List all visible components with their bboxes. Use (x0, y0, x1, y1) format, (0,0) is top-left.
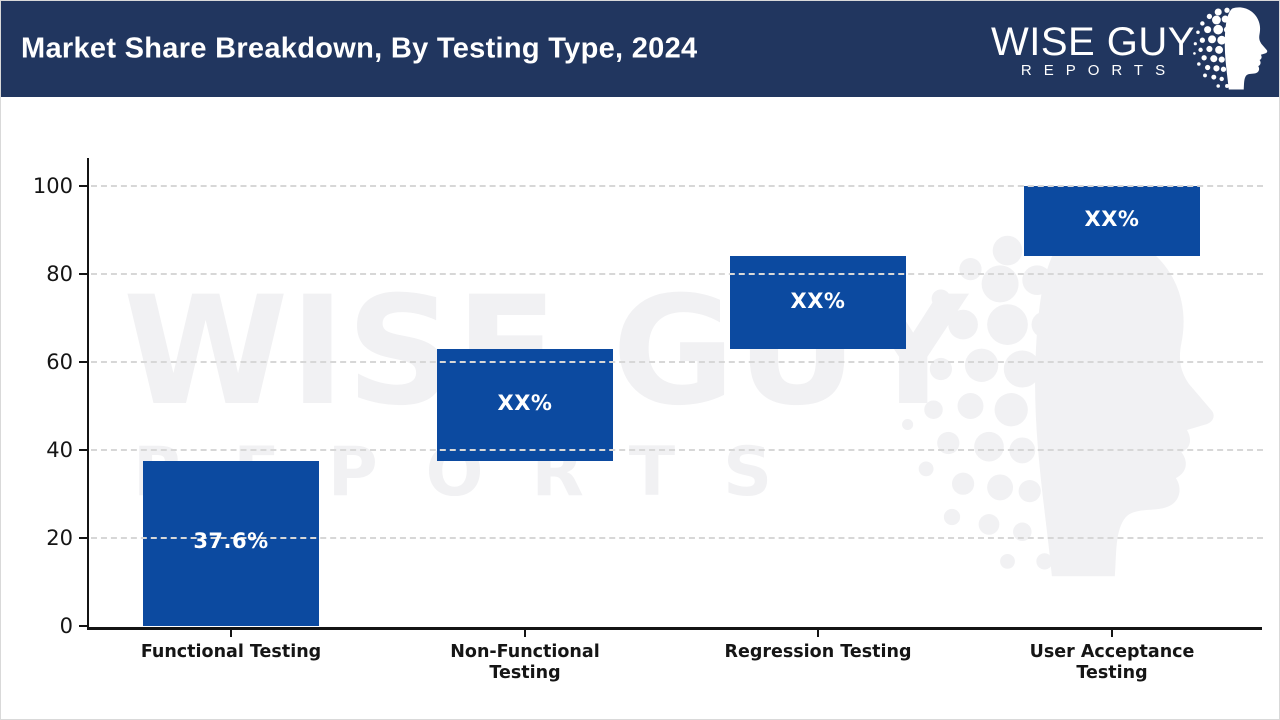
y-tick-mark (79, 273, 87, 275)
y-tick-label: 60 (46, 350, 73, 374)
y-tick-mark (79, 625, 87, 627)
header-bar: Market Share Breakdown, By Testing Type,… (1, 1, 1279, 97)
bar-value-label: XX% (1084, 207, 1140, 232)
x-tick-mark (230, 630, 232, 637)
chart-bar (143, 460, 319, 626)
chart-bar (730, 256, 906, 349)
y-axis-line (87, 158, 89, 629)
y-tick-label: 40 (46, 438, 73, 462)
y-tick-label: 80 (46, 262, 73, 286)
x-tick-mark (524, 630, 526, 637)
wiseguy-logo-text: WISE GUY REPORTS (991, 21, 1195, 78)
y-tick-label: 0 (59, 614, 73, 638)
bar-value-label: 37.6% (193, 529, 269, 554)
x-axis-line (87, 627, 1262, 630)
y-tick-label: 100 (32, 174, 73, 198)
y-tick-mark (79, 449, 87, 451)
logo-reports-text: REPORTS (1020, 61, 1178, 79)
y-gridline (91, 273, 1263, 275)
wiseguy-logo: WISE GUY REPORTS (991, 5, 1271, 93)
y-tick-mark (79, 361, 87, 363)
y-tick-label: 20 (46, 526, 73, 550)
y-tick-mark (79, 537, 87, 539)
x-category-label: Regression Testing (724, 642, 912, 662)
y-gridline (91, 361, 1263, 363)
x-tick-mark (817, 630, 819, 637)
y-gridline (91, 449, 1263, 451)
y-gridline (91, 537, 1263, 539)
x-category-label: Functional Testing (140, 642, 322, 662)
logo-wiseguy-text: WISE GUY (990, 19, 1195, 64)
y-gridline (91, 185, 1263, 187)
wiseguy-face-icon (1193, 7, 1268, 90)
x-tick-mark (1111, 630, 1113, 637)
page-title: Market Share Breakdown, By Testing Type,… (21, 32, 698, 65)
bar-value-label: XX% (790, 288, 846, 313)
y-tick-mark (79, 185, 87, 187)
chart-bar (437, 348, 613, 461)
x-category-label: User Acceptance Testing (1029, 642, 1195, 684)
x-category-label: Non-Functional Testing (450, 642, 600, 684)
bar-value-label: XX% (497, 390, 553, 415)
